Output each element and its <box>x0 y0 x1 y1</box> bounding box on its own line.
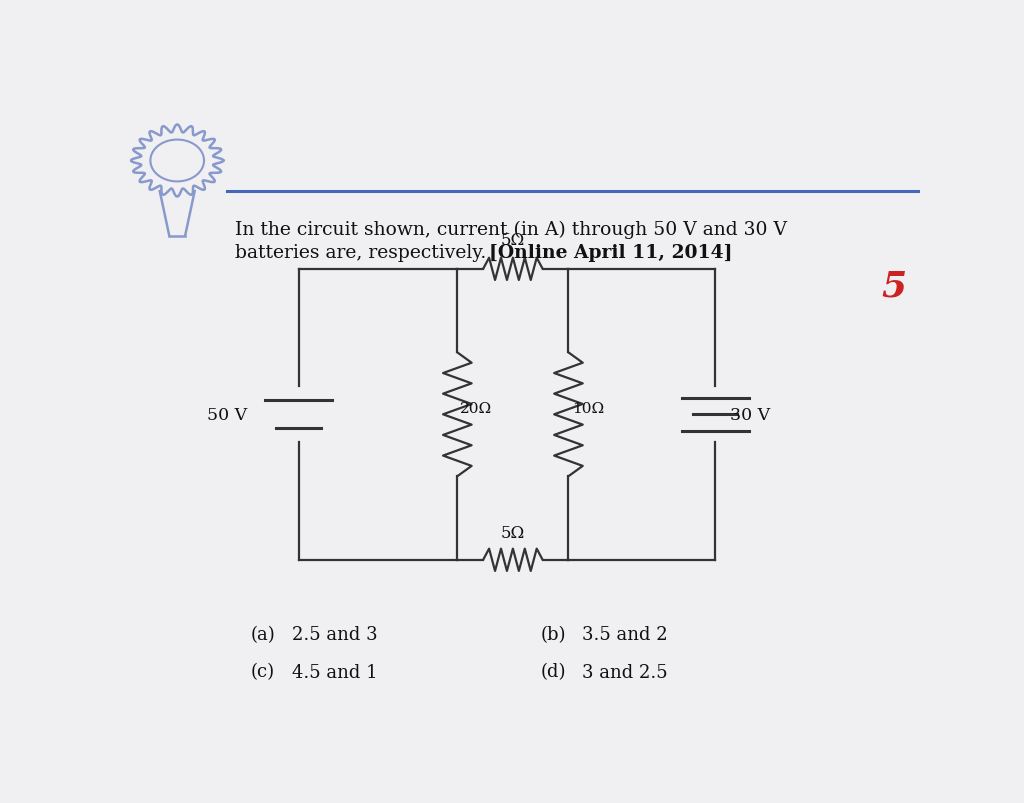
Text: 10Ω: 10Ω <box>572 402 604 416</box>
Text: 5Ω: 5Ω <box>501 232 525 249</box>
Text: 30 V: 30 V <box>729 406 770 423</box>
Text: 20Ω: 20Ω <box>460 402 492 416</box>
Text: batteries are, respectively.: batteries are, respectively. <box>236 243 486 262</box>
Text: (b): (b) <box>541 626 566 643</box>
Text: 3.5 and 2: 3.5 and 2 <box>582 626 668 643</box>
Text: 2.5 and 3: 2.5 and 3 <box>292 626 378 643</box>
Text: 5: 5 <box>882 270 906 304</box>
Text: (c): (c) <box>251 662 275 681</box>
Text: 3 and 2.5: 3 and 2.5 <box>582 662 668 681</box>
Text: [Online April 11, 2014]: [Online April 11, 2014] <box>489 243 732 262</box>
Text: 50 V: 50 V <box>207 406 247 423</box>
Text: 4.5 and 1: 4.5 and 1 <box>292 662 378 681</box>
Text: 5Ω: 5Ω <box>501 524 525 541</box>
Text: (a): (a) <box>251 626 275 643</box>
Text: In the circuit shown, current (in A) through 50 V and 30 V: In the circuit shown, current (in A) thr… <box>236 220 787 238</box>
Text: (d): (d) <box>541 662 566 681</box>
